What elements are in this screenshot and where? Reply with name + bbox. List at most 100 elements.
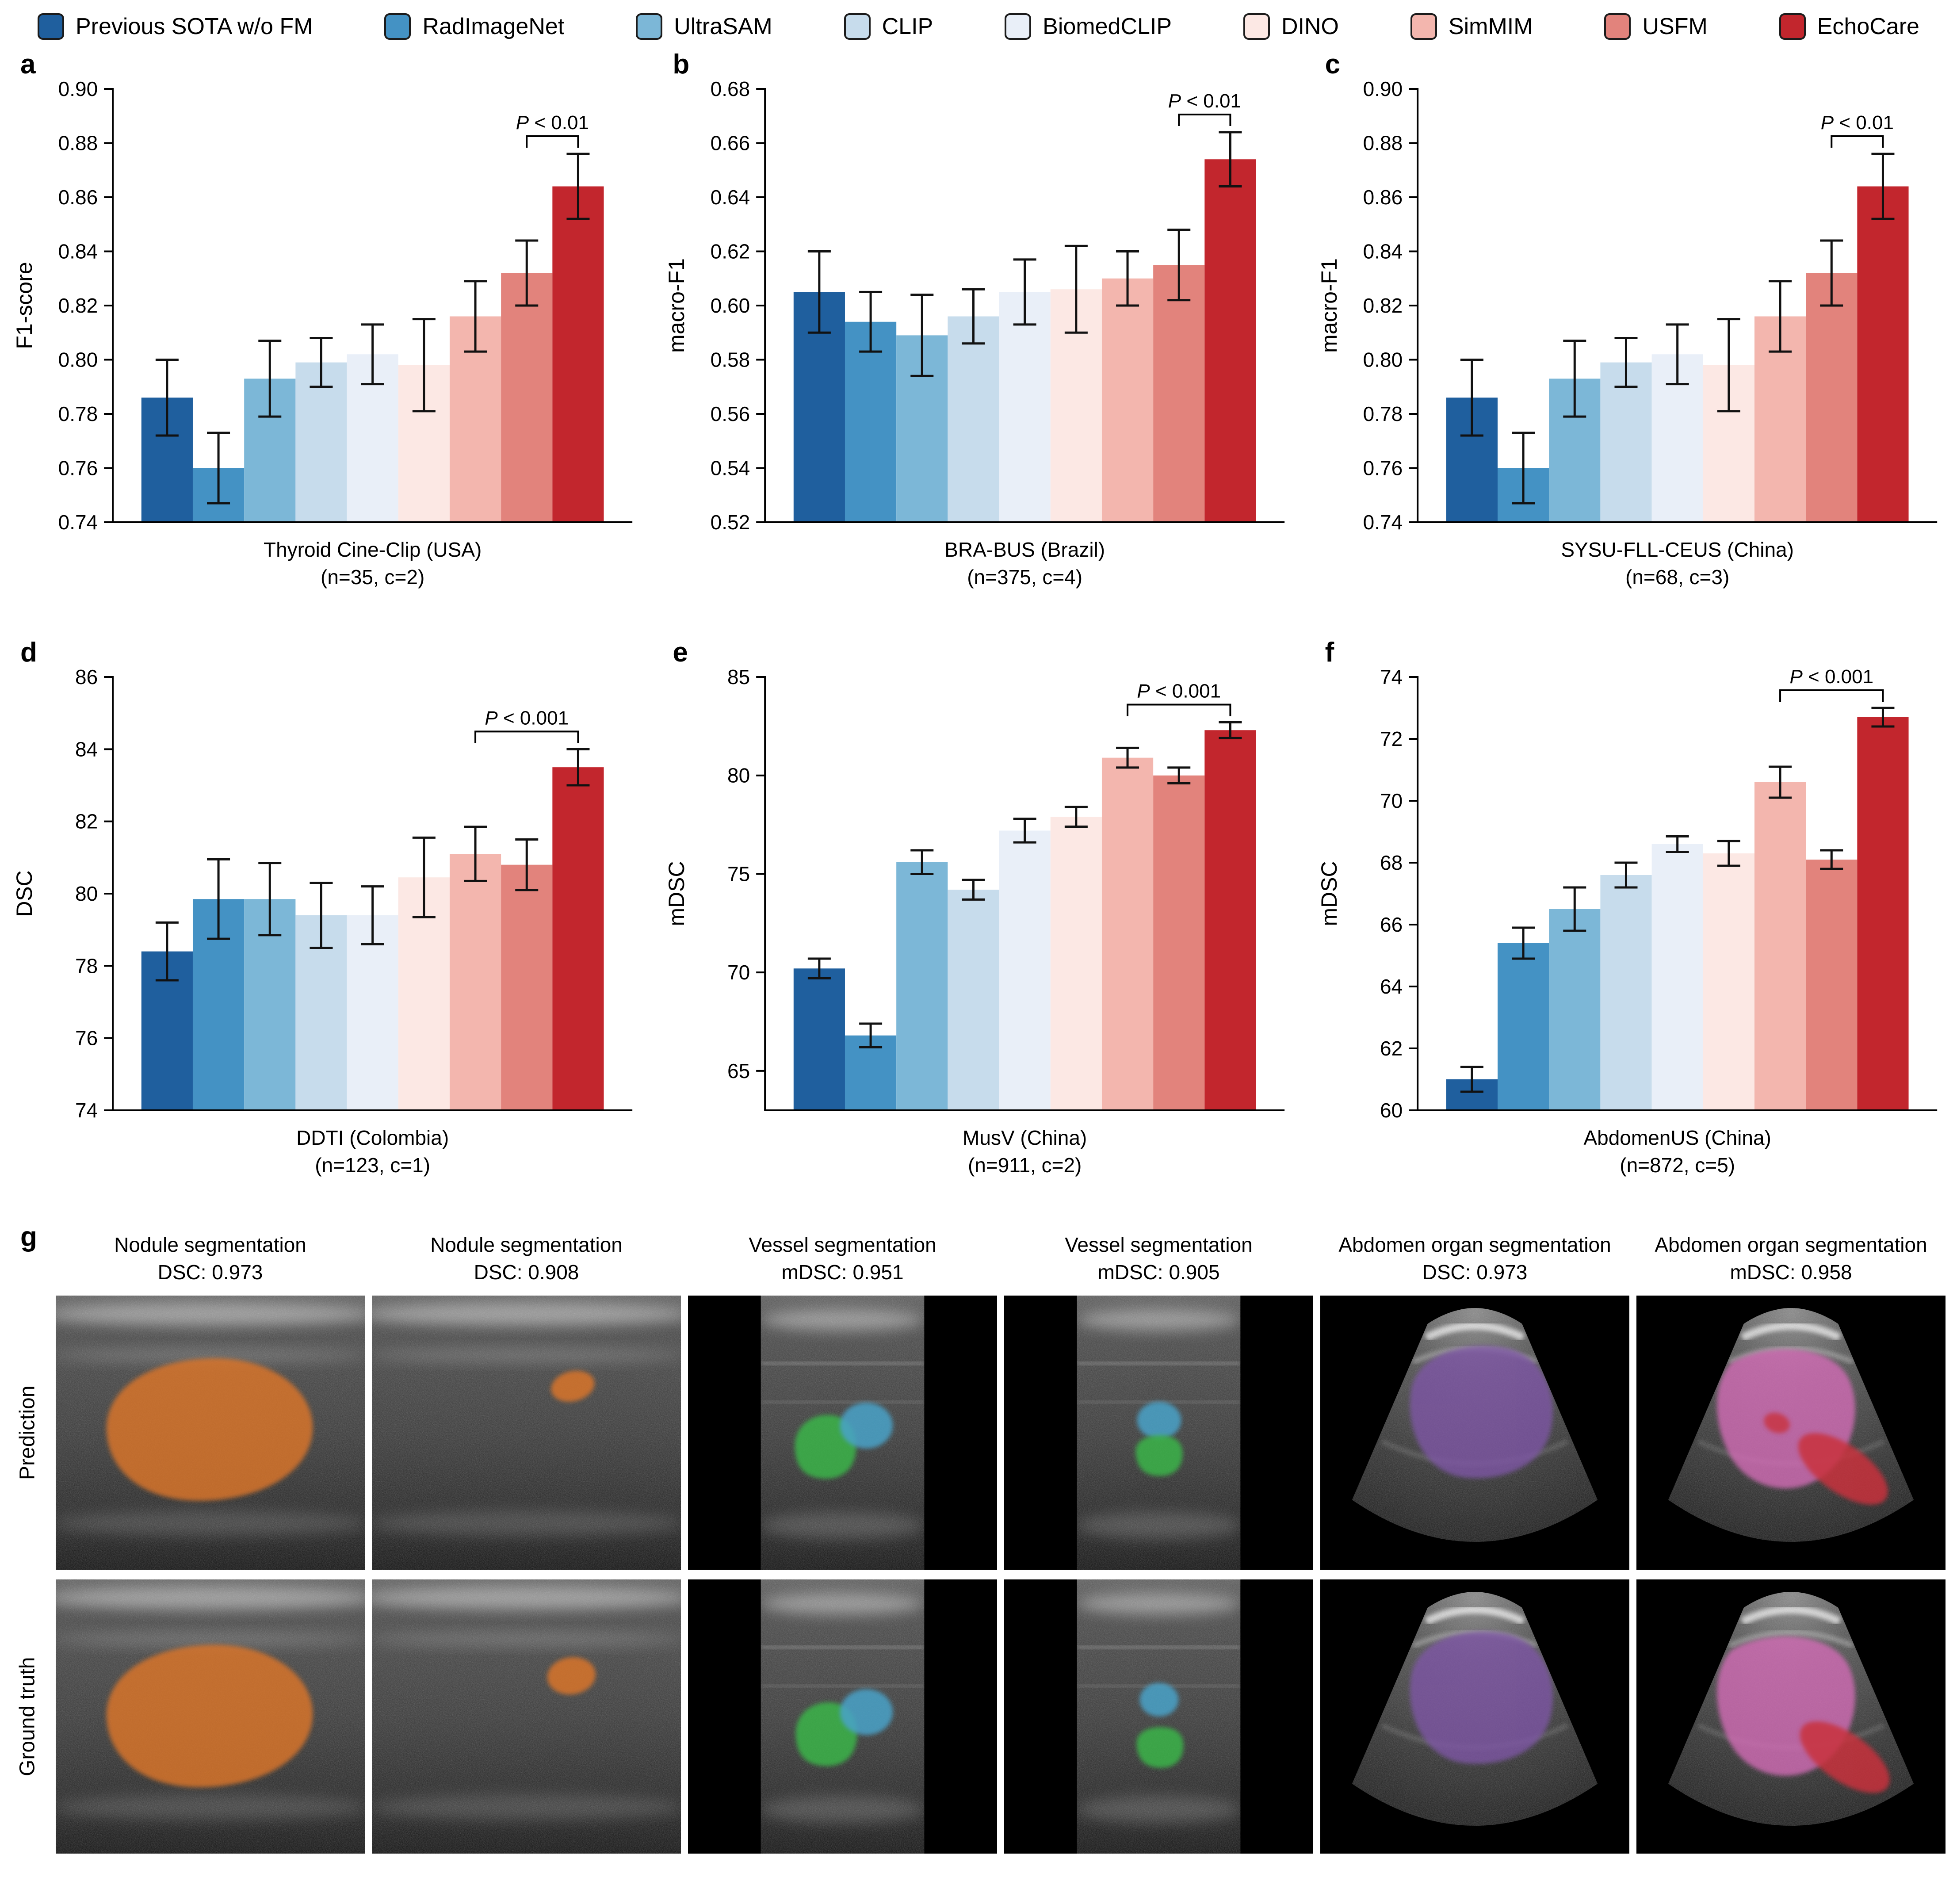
y-tick-label: 0.84 [58,240,98,263]
y-axis-label: DSC [12,870,37,917]
legend-label: RadImageNet [422,14,565,39]
bar-a-8 [552,186,604,522]
g-column-title-4: Abdomen organ segmentation DSC: 0.973 [1320,1224,1629,1286]
legend-item-8: EchoCare [1779,13,1919,40]
y-tick-label: 0.74 [58,511,98,534]
legend-swatch [1243,13,1270,40]
y-axis-label: mDSC [664,861,689,926]
y-tick-label: 0.76 [1363,457,1403,480]
y-tick-label: 80 [75,882,98,905]
legend-swatch [1410,13,1437,40]
x-axis-label-counts: (n=123, c=1) [315,1154,430,1177]
legend-swatch [384,13,411,40]
bar-chart-a: 0.74 0.76 0.78 0.80 0.82 0.84 0.86 0.88 0.90 P < … [12,77,633,589]
bar-c-3 [1600,362,1652,522]
x-axis-label-counts: (n=872, c=5) [1620,1154,1735,1177]
y-tick-label: 74 [75,1099,98,1122]
ultrasound-ground-truth-5 [1636,1579,1946,1854]
y-tick-label: 86 [75,665,98,688]
bar-e-3 [948,890,999,1110]
bar-b-1 [845,321,897,522]
y-tick-label: 0.52 [711,511,750,534]
y-tick-label: 0.60 [711,294,750,317]
y-tick-label: 76 [75,1027,98,1050]
bar-b-8 [1204,159,1256,522]
panel-g-grid: Nodule segmentation DSC: 0.973 Nodule segm… [6,1224,1946,1854]
g-title-metric: DSC: 0.973 [1422,1260,1528,1284]
ultrasound-prediction-4 [1320,1296,1629,1570]
y-tick-label: 0.68 [711,77,750,100]
panel-letter-f: f [1325,637,1334,668]
y-tick-label: 0.88 [58,132,98,155]
bar-chart-d: 74 76 78 80 82 84 86 P < 0.001 DSC DDTI (Colombia… [12,665,633,1177]
legend-label: EchoCare [1817,14,1919,39]
g-column-title-2: Vessel segmentation mDSC: 0.951 [688,1224,997,1286]
g-title-metric: DSC: 0.973 [157,1260,263,1284]
y-tick-label: 78 [75,954,98,977]
legend-item-6: SimMIM [1410,13,1533,40]
y-tick-label: 0.82 [58,294,98,317]
y-axis-label: macro-F1 [1317,258,1342,353]
bar-e-5 [1051,817,1102,1110]
ultrasound-image-svg [372,1579,681,1854]
y-tick-label: 82 [75,810,98,833]
bar-b-4 [999,292,1051,522]
y-tick-label: 60 [1380,1099,1403,1122]
x-axis-label-counts: (n=68, c=3) [1625,566,1729,589]
y-axis-label: macro-F1 [664,258,689,353]
y-tick-label: 70 [1380,789,1403,812]
bar-e-4 [999,830,1051,1110]
y-tick-label: 0.86 [1363,186,1403,209]
ultrasound-ground-truth-0 [56,1579,365,1854]
panel-letter-a: a [20,49,36,80]
chart-panel-e: e 65 70 75 80 85 P < 0.001 mDSC MusV (China) (n=9… [652,631,1304,1219]
chart-panel-b: b 0.52 0.54 0.56 0.58 0.60 0.62 0.64 0.66 0.68 P <… [652,42,1304,631]
g-column-title-0: Nodule segmentation DSC: 0.973 [56,1224,365,1286]
g-row-label-prediction: Prediction [15,1385,39,1480]
y-tick-label: 0.90 [58,77,98,100]
g-title-task: Abdomen organ segmentation [1338,1233,1611,1256]
x-axis-label-counts: (n=911, c=2) [968,1154,1082,1177]
ultrasound-image-svg [1004,1579,1313,1854]
panel-letter-g: g [20,1222,37,1252]
legend-item-1: RadImageNet [384,13,564,40]
legend-label: BiomedCLIP [1043,14,1172,39]
y-tick-label: 0.82 [1363,294,1403,317]
bar-d-6 [449,854,501,1110]
bar-b-3 [948,316,999,522]
figure-page: Previous SOTA w/o FM RadImageNet UltraSAM C… [0,13,1957,1854]
legend-label: CLIP [882,14,933,39]
legend-label: SimMIM [1448,14,1533,39]
bar-f-2 [1548,909,1601,1110]
bar-chart-b: 0.52 0.54 0.56 0.58 0.60 0.62 0.64 0.66 0.68 P < … [664,77,1285,589]
y-tick-label: 0.78 [58,402,98,425]
ultrasound-image-svg [688,1296,997,1570]
y-tick-label: 80 [727,764,750,787]
legend-item-7: USFM [1604,13,1708,40]
legend-label: DINO [1281,14,1339,39]
g-column-title-5: Abdomen organ segmentation mDSC: 0.958 [1636,1224,1946,1286]
bar-e-2 [896,862,948,1110]
y-tick-label: 72 [1380,727,1403,750]
ultrasound-ground-truth-2 [688,1579,997,1854]
bar-e-6 [1102,757,1154,1110]
chart-panel-f: f 60 62 64 66 68 70 72 74 P < 0.001 mDSC AbdomenUS … [1305,631,1957,1219]
bar-e-0 [794,968,845,1110]
p-value-label: P < 0.01 [1820,112,1893,134]
y-tick-label: 0.66 [711,132,750,155]
p-value-bracket [474,730,579,743]
bar-f-4 [1651,844,1703,1110]
chart-panel-d: d 74 76 78 80 82 84 86 P < 0.001 DSC DDTI (Colombi… [0,631,652,1219]
bar-e-8 [1204,730,1256,1110]
ultrasound-image-svg [1636,1579,1946,1854]
ultrasound-image-svg [1636,1296,1946,1570]
legend-item-5: DINO [1243,13,1339,40]
g-title-metric: DSC: 0.908 [474,1260,579,1284]
g-title-task: Vessel segmentation [749,1233,936,1256]
bar-a-7 [501,273,553,522]
legend-swatch [1604,13,1631,40]
y-tick-label: 62 [1380,1037,1403,1060]
bar-b-7 [1153,265,1205,522]
bar-f-1 [1497,943,1549,1110]
ultrasound-image-svg [56,1579,365,1854]
